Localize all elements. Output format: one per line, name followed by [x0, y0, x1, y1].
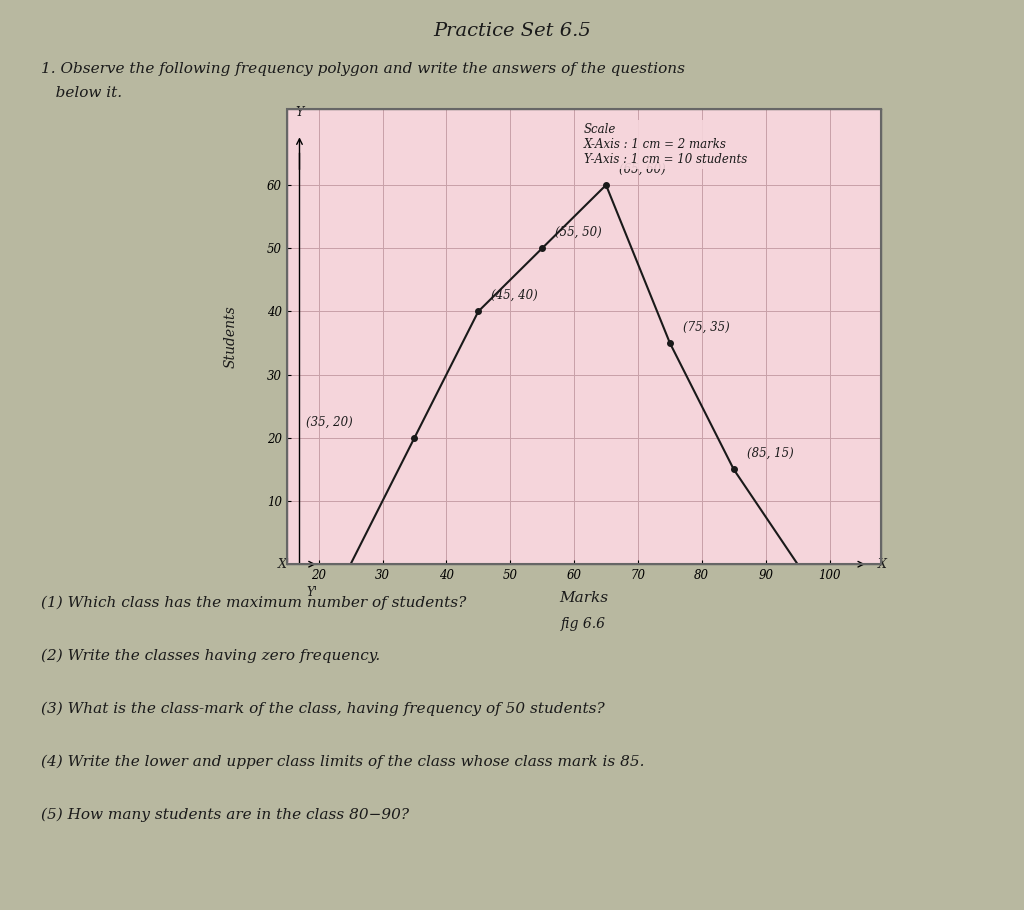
Text: fig 6.6: fig 6.6 — [561, 617, 606, 631]
Text: Students: Students — [223, 306, 238, 368]
Text: Practice Set 6.5: Practice Set 6.5 — [433, 22, 591, 40]
Text: (5) How many students are in the class 80−90?: (5) How many students are in the class 8… — [41, 807, 409, 822]
Text: X': X' — [278, 558, 290, 571]
Text: (4) Write the lower and upper class limits of the class whose class mark is 85.: (4) Write the lower and upper class limi… — [41, 754, 644, 769]
Text: Y: Y — [295, 106, 304, 118]
Text: (35, 20): (35, 20) — [306, 415, 352, 429]
Text: (1) Which class has the maximum number of students?: (1) Which class has the maximum number o… — [41, 596, 466, 611]
Text: (65, 60): (65, 60) — [618, 163, 666, 176]
Text: 1. Observe the following frequency polygon and write the answers of the question: 1. Observe the following frequency polyg… — [41, 62, 685, 76]
Text: X: X — [878, 558, 887, 571]
Text: (85, 15): (85, 15) — [746, 447, 794, 460]
Text: (2) Write the classes having zero frequency.: (2) Write the classes having zero freque… — [41, 649, 380, 663]
Text: below it.: below it. — [41, 86, 122, 100]
Text: (55, 50): (55, 50) — [555, 226, 602, 238]
Text: Y': Y' — [307, 586, 317, 600]
Text: (3) What is the class-mark of the class, having frequency of 50 students?: (3) What is the class-mark of the class,… — [41, 702, 604, 716]
Text: (75, 35): (75, 35) — [683, 320, 729, 334]
Text: Marks: Marks — [559, 592, 608, 605]
Text: (45, 40): (45, 40) — [492, 289, 538, 302]
Text: Scale
X-Axis : 1 cm = 2 marks
Y-Axis : 1 cm = 10 students: Scale X-Axis : 1 cm = 2 marks Y-Axis : 1… — [584, 123, 746, 166]
Bar — [287, 109, 881, 564]
